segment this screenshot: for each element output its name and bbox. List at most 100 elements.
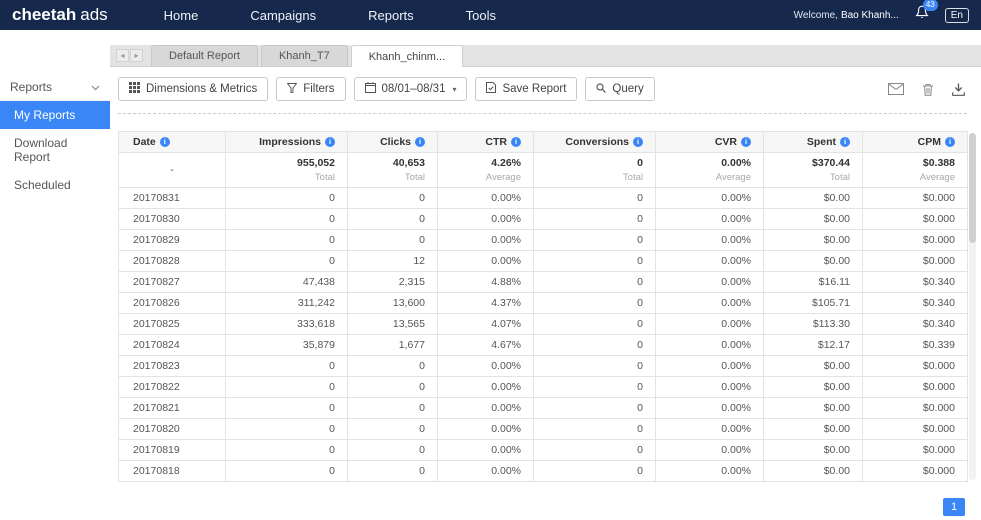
info-icon[interactable]: i [159,137,170,147]
nav-item-home[interactable]: Home [163,7,199,23]
table-row: 20170823 0 0 0.00% 0 0.00% $0.00 $0.000 [118,355,968,377]
sidebar-section-reports[interactable]: Reports [0,74,110,101]
column-header-ctr[interactable]: CTR i [437,131,534,153]
table-row: 20170820 0 0 0.00% 0 0.00% $0.00 $0.000 [118,418,968,440]
save-report-label: Save Report [502,83,567,95]
column-label: Clicks [380,136,411,148]
info-icon[interactable]: i [741,137,751,147]
value-cell: 0.00% [655,313,764,335]
filters-label: Filters [303,83,335,95]
value-cell: 0 [347,460,438,482]
tab-default-report[interactable]: Default Report [151,45,258,66]
value-cell: $0.000 [862,229,968,251]
value-cell: 0 [225,250,348,272]
table-row: 20170829 0 0 0.00% 0 0.00% $0.00 $0.000 [118,229,968,251]
value-cell: 0 [533,229,656,251]
column-header-conversions[interactable]: Conversions i [533,131,656,153]
tab-scroll-right-icon[interactable]: ▸ [130,49,143,62]
info-icon[interactable]: i [945,137,955,147]
page-layout: Reports My Reports Download Report Sched… [0,30,981,520]
download-icon[interactable] [952,83,965,96]
scrollbar-thumb[interactable] [969,133,976,243]
value-cell: $0.00 [763,439,863,461]
value-cell: 0 [225,397,348,419]
value-cell: 0 [533,376,656,398]
column-header-spent[interactable]: Spent i [763,131,863,153]
value-cell: 0 [533,292,656,314]
value-cell: $16.11 [763,271,863,293]
value-cell: 0.00% [655,397,764,419]
value-cell: 0 [347,229,438,251]
value-cell: 0 [225,418,348,440]
nav-item-campaigns[interactable]: Campaigns [250,7,317,23]
value-cell: 0.00% [437,460,534,482]
language-selector[interactable]: En [944,7,969,23]
info-icon[interactable]: i [840,137,850,147]
save-icon [486,82,497,96]
sidebar-item-download-report[interactable]: Download Report [0,129,110,171]
info-icon[interactable]: i [325,137,335,147]
value-cell: $0.00 [763,460,863,482]
column-header-date[interactable]: Date i [118,131,226,153]
info-icon[interactable]: i [511,137,521,147]
column-header-cvr[interactable]: CVR i [655,131,764,153]
nav-item-reports[interactable]: Reports [368,7,414,23]
table-body: 20170831 0 0 0.00% 0 0.00% $0.00 $0.000 20170830… [118,187,968,482]
date-cell: 20170821 [118,397,226,419]
brand-logo[interactable]: cheetah ads [12,5,108,25]
welcome-label: Welcome, [793,9,838,21]
value-cell: 0 [533,334,656,356]
table-row: 20170824 35,879 1,677 4.67% 0 0.00% $12.17 $0.3… [118,334,968,356]
value-cell: $0.000 [862,439,968,461]
date-cell: 20170826 [118,292,226,314]
date-cell: 20170829 [118,229,226,251]
value-cell: $0.00 [763,208,863,230]
email-icon[interactable] [888,83,904,95]
date-range-button[interactable]: 08/01–08/31 ▾ [353,77,468,101]
info-icon[interactable]: i [633,137,643,147]
tab-khanh-chinm[interactable]: Khanh_chinm... [350,45,464,67]
value-cell: $0.000 [862,376,968,398]
value-cell: $0.00 [763,376,863,398]
navbar-right: Welcome, Bao Khanh... 43 En [794,0,969,25]
sidebar-item-scheduled[interactable]: Scheduled [0,171,110,199]
tab-label: Default Report [169,50,240,62]
nav-item-tools[interactable]: Tools [465,7,497,23]
sidebar-item-my-reports[interactable]: My Reports [0,101,110,129]
tab-khanh-t7[interactable]: Khanh_T7 [260,45,348,66]
info-icon[interactable]: i [415,137,425,147]
value-cell: 0 [533,208,656,230]
value-cell: 0.00% [437,229,534,251]
column-header-impressions[interactable]: Impressions i [225,131,348,153]
value-cell: 0 [347,187,438,209]
save-report-button[interactable]: Save Report [475,77,578,101]
column-header-cpm[interactable]: CPM i [862,131,968,153]
value-cell: 0 [533,418,656,440]
value-cell: 0 [225,355,348,377]
sidebar-item-label: Scheduled [14,178,71,192]
value-cell: 4.37% [437,292,534,314]
value-cell: 0 [533,355,656,377]
dimensions-metrics-button[interactable]: Dimensions & Metrics [118,77,269,101]
value-cell: 0 [347,418,438,440]
sidebar-item-label: My Reports [14,108,76,122]
column-header-clicks[interactable]: Clicks i [347,131,438,153]
query-button[interactable]: Query [585,77,655,101]
value-cell: $0.00 [763,229,863,251]
sidebar-section-label: Reports [10,80,53,94]
tab-scroll-left-icon[interactable]: ◂ [116,49,129,62]
value-cell: 4.07% [437,313,534,335]
pagination-page-1[interactable]: 1 [943,498,965,516]
filters-button[interactable]: Filters [276,77,346,101]
value-cell: 0.00% [655,355,764,377]
column-label: CTR [485,136,507,148]
notifications-button[interactable]: 43 [915,0,938,25]
date-cell: 20170828 [118,250,226,272]
table-scrollbar[interactable] [969,133,976,480]
trash-icon[interactable] [922,83,934,96]
user-menu[interactable]: Welcome, Bao Khanh... [794,10,899,21]
value-cell: $0.340 [862,271,968,293]
funnel-icon [286,82,298,96]
report-toolbar: Dimensions & Metrics Filters 08/01–08/31… [110,67,981,111]
value-cell: 0 [533,250,656,272]
